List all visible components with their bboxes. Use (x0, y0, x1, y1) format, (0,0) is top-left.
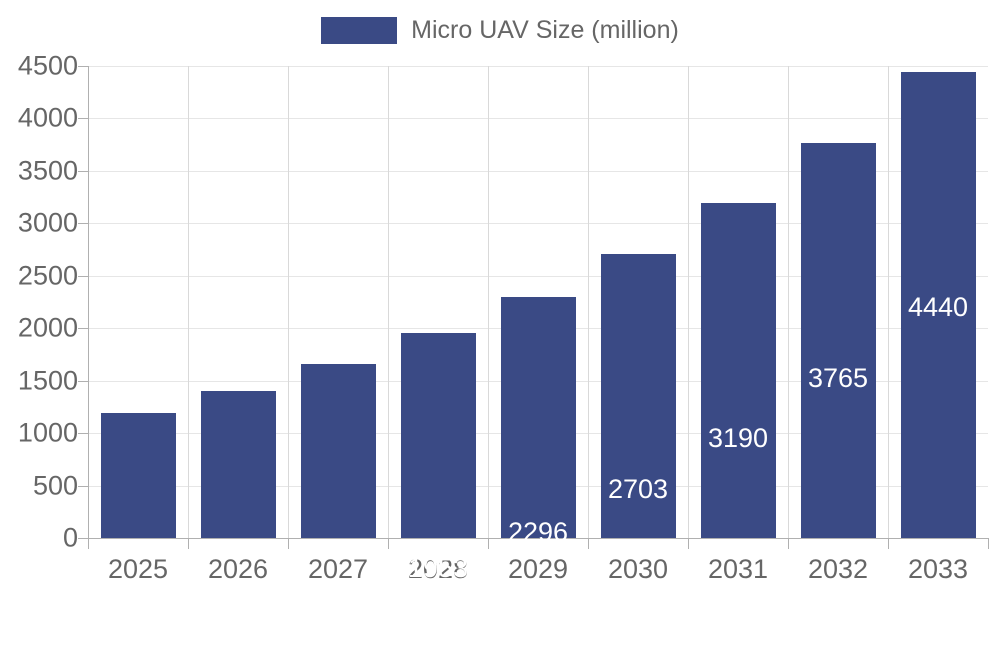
gridline-vertical (888, 66, 889, 538)
gridline-vertical (488, 66, 489, 538)
y-tick-mark (78, 223, 88, 225)
gridline-vertical (388, 66, 389, 538)
x-tick-mark (188, 538, 189, 549)
bar[interactable] (701, 203, 776, 538)
bar[interactable] (601, 254, 676, 538)
bar[interactable] (901, 72, 976, 538)
bar[interactable] (801, 143, 876, 538)
gridline-vertical (588, 66, 589, 538)
bar-value-label: 1403 (207, 610, 269, 641)
gridline-vertical (688, 66, 689, 538)
x-tick-label: 2028 (407, 554, 469, 584)
x-tick-mark (988, 538, 989, 549)
y-tick-mark (78, 275, 88, 277)
y-tick-label: 2000 (17, 312, 78, 343)
y-tick-mark (78, 66, 88, 67)
y-axis-line (88, 66, 89, 539)
y-tick-mark (78, 328, 88, 330)
bar-value-label: 1189 (108, 633, 168, 663)
y-tick-label: 1000 (17, 417, 78, 448)
y-tick-mark (78, 170, 88, 172)
x-tick-label: 2027 (307, 554, 369, 584)
x-axis-line (88, 538, 988, 539)
x-tick-label: 2029 (507, 554, 569, 584)
legend-swatch-icon (321, 16, 398, 44)
x-tick-label: 2030 (607, 554, 669, 584)
gridline-horizontal (88, 275, 988, 277)
gridline-horizontal (88, 118, 988, 120)
gridline-vertical (188, 66, 189, 538)
y-tick-label: 3000 (17, 207, 78, 238)
y-tick-mark (78, 485, 88, 487)
gridline-horizontal (88, 66, 988, 67)
x-tick-mark (488, 538, 489, 549)
x-tick-mark (588, 538, 589, 549)
x-tick-mark (288, 538, 289, 549)
y-tick-mark (78, 538, 88, 539)
y-tick-label: 1500 (17, 365, 78, 396)
bar[interactable] (501, 297, 576, 538)
legend-label: Micro UAV Size (million) (411, 15, 679, 44)
x-tick-mark (88, 538, 89, 549)
legend-item-micro-uav-size[interactable]: Micro UAV Size (million) (321, 15, 679, 44)
x-tick-mark (688, 538, 689, 549)
x-tick-label: 2025 (107, 554, 169, 584)
y-tick-label: 4500 (17, 50, 78, 81)
y-tick-mark (78, 118, 88, 120)
y-tick-mark (78, 380, 88, 382)
bar[interactable] (201, 390, 276, 538)
x-tick-label: 2033 (907, 554, 969, 584)
y-tick-label: 2500 (17, 260, 78, 291)
y-tick-label: 3500 (17, 155, 78, 186)
y-tick-label: 500 (32, 470, 78, 501)
bar[interactable] (301, 364, 376, 538)
vertical-gridlines (88, 66, 988, 538)
gridline-vertical (788, 66, 789, 538)
chart-legend: Micro UAV Size (million) (0, 8, 1000, 52)
bar[interactable] (101, 413, 176, 538)
gridline-horizontal (88, 170, 988, 172)
x-tick-mark (888, 538, 889, 549)
y-tick-mark (78, 433, 88, 435)
y-tick-label: 0 (62, 522, 78, 553)
plot-area (88, 66, 988, 538)
gridline-horizontal (88, 223, 988, 225)
x-tick-mark (788, 538, 789, 549)
x-tick-mark (388, 538, 389, 549)
bar-chart: Micro UAV Size (million) 0 500 1000 1500 200… (0, 8, 1000, 584)
x-tick-label: 2031 (707, 554, 769, 584)
x-tick-label: 2032 (807, 554, 869, 584)
bar[interactable] (401, 333, 476, 538)
y-tick-label: 4000 (17, 102, 78, 133)
gridline-vertical (288, 66, 289, 538)
x-tick-label: 2026 (207, 554, 269, 584)
